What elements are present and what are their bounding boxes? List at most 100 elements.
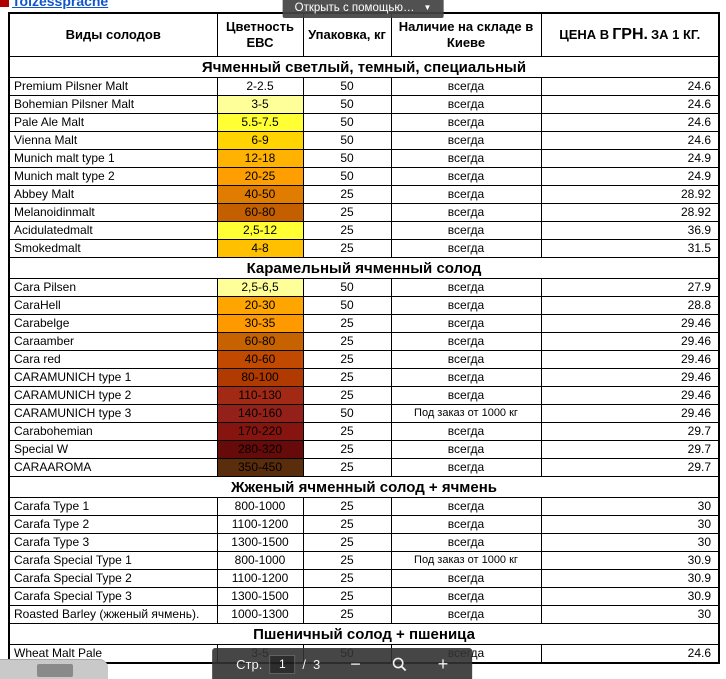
ebc-value: 60-80 — [216, 332, 304, 351]
availability-value: всегда — [390, 386, 542, 405]
pack-value: 25 — [302, 605, 392, 624]
availability-value: всегда — [390, 131, 542, 150]
price-value: 30 — [540, 605, 720, 624]
ebc-value: 280-320 — [216, 440, 304, 459]
availability-value: всегда — [390, 350, 542, 369]
ebc-value: 80-100 — [216, 368, 304, 387]
price-value: 31.5 — [540, 239, 720, 258]
availability-value: всегда — [390, 605, 542, 624]
availability-value: всегда — [390, 203, 542, 222]
ebc-value: 60-80 — [216, 203, 304, 222]
price-value: 29.7 — [540, 440, 720, 459]
pack-value: 50 — [302, 77, 392, 96]
ebc-value: 1000-1300 — [216, 605, 304, 624]
pack-value: 50 — [302, 131, 392, 150]
price-value: 24.9 — [540, 149, 720, 168]
ebc-value: 40-60 — [216, 350, 304, 369]
table-row: Carafa Special Type 2 1100-1200 25 всегда 30… — [8, 569, 720, 588]
price-value: 30.9 — [540, 587, 720, 606]
ebc-value: 2-2.5 — [216, 77, 304, 96]
price-value: 28.92 — [540, 185, 720, 204]
ebc-value: 20-30 — [216, 296, 304, 315]
malt-name: Carafa Type 2 — [8, 515, 218, 534]
page-top-link[interactable]: Tolzessprache — [12, 0, 109, 9]
malt-name: Roasted Barley (жженый ячмень). — [8, 605, 218, 624]
price-value: 29.46 — [540, 350, 720, 369]
malt-name: Carabohemian — [8, 422, 218, 441]
table-row: Munich malt type 2 20-25 50 всегда 24.9 — [8, 167, 720, 186]
price-value: 29.7 — [540, 458, 720, 477]
pack-value: 50 — [302, 278, 392, 297]
price-value: 24.6 — [540, 77, 720, 96]
table-row: Carafa Special Type 3 1300-1500 25 всегда 30… — [8, 587, 720, 606]
availability-value: всегда — [390, 569, 542, 588]
section-title: Пшеничный солод + пшеница — [8, 623, 720, 645]
header-price-prefix: ЦЕНА В — [559, 27, 610, 42]
malt-name: Munich malt type 1 — [8, 149, 218, 168]
table-row: Munich malt type 1 12-18 50 всегда 24.9 — [8, 149, 720, 168]
ebc-value: 800-1000 — [216, 497, 304, 516]
availability-value: всегда — [390, 458, 542, 477]
section-title: Ячменный светлый, темный, специальный — [8, 56, 720, 78]
pack-value: 25 — [302, 587, 392, 606]
price-value: 29.46 — [540, 332, 720, 351]
zoom-fit-button[interactable] — [391, 656, 408, 673]
pack-value: 25 — [302, 533, 392, 552]
pack-value: 50 — [302, 296, 392, 315]
ebc-value: 2,5-6,5 — [216, 278, 304, 297]
table-row: Carafa Special Type 1 800-1000 25 Под заказ… — [8, 551, 720, 570]
pack-value: 25 — [302, 350, 392, 369]
pack-value: 25 — [302, 422, 392, 441]
zoom-in-button[interactable]: + — [438, 655, 449, 673]
malt-name: Pale Ale Malt — [8, 113, 218, 132]
ebc-value: 12-18 — [216, 149, 304, 168]
ebc-value: 6-9 — [216, 131, 304, 150]
ebc-value: 30-35 — [216, 314, 304, 333]
price-value: 29.46 — [540, 368, 720, 387]
malt-name: Special W — [8, 440, 218, 459]
availability-value: всегда — [390, 587, 542, 606]
zoom-in-icon: + — [437, 654, 449, 674]
header-malt-types: Виды солодов — [8, 12, 218, 57]
page-total: 3 — [312, 656, 321, 672]
malt-name: Caraamber — [8, 332, 218, 351]
availability-value: всегда — [390, 497, 542, 516]
section-header-row: Жженый ячменный солод + ячмень — [8, 476, 720, 498]
malt-name: CARAMUNICH type 2 — [8, 386, 218, 405]
table-row: Carafa Type 2 1100-1200 25 всегда 30 — [8, 515, 720, 534]
pack-value: 50 — [302, 167, 392, 186]
viewer-bottom-toolbar: Стр. 1 / 3 − + — [212, 648, 473, 679]
availability-value: всегда — [390, 422, 542, 441]
availability-value: всегда — [390, 77, 542, 96]
price-value: 24.9 — [540, 167, 720, 186]
open-with-button[interactable]: Открыть с помощью… ▼ — [282, 0, 444, 18]
zoom-out-button[interactable]: − — [350, 655, 361, 673]
price-value: 28.92 — [540, 203, 720, 222]
ebc-value: 140-160 — [216, 404, 304, 423]
table-row: Melanoidinmalt 60-80 25 всегда 28.92 — [8, 203, 720, 222]
availability-value: всегда — [390, 149, 542, 168]
pack-value: 25 — [302, 368, 392, 387]
price-value: 30.9 — [540, 551, 720, 570]
availability-value: Под заказ от 1000 кг — [390, 404, 542, 423]
malt-name: Wheat Malt Pale — [8, 644, 218, 664]
table-row: CARAMUNICH type 2 110-130 25 всегда 29.46 — [8, 386, 720, 405]
malt-name: Melanoidinmalt — [8, 203, 218, 222]
pack-value: 25 — [302, 569, 392, 588]
table-row: Abbey Malt 40-50 25 всегда 28.92 — [8, 185, 720, 204]
download-thumbnail — [37, 664, 73, 677]
price-value: 24.6 — [540, 644, 720, 664]
download-shelf-item[interactable] — [0, 659, 108, 679]
table-row: Cara red 40-60 25 всегда 29.46 — [8, 350, 720, 369]
pack-value: 50 — [302, 404, 392, 423]
table-row: CaraHell 20-30 50 всегда 28.8 — [8, 296, 720, 315]
table-row: CARAMUNICH type 1 80-100 25 всегда 29.46 — [8, 368, 720, 387]
price-value: 30 — [540, 515, 720, 534]
malt-name: Carafa Special Type 3 — [8, 587, 218, 606]
page-number-input[interactable]: 1 — [269, 654, 296, 674]
malt-name: CARAMUNICH type 3 — [8, 404, 218, 423]
price-value: 24.6 — [540, 95, 720, 114]
malt-name: Carafa Type 3 — [8, 533, 218, 552]
section-title: Карамельный ячменный солод — [8, 257, 720, 279]
availability-value: всегда — [390, 332, 542, 351]
